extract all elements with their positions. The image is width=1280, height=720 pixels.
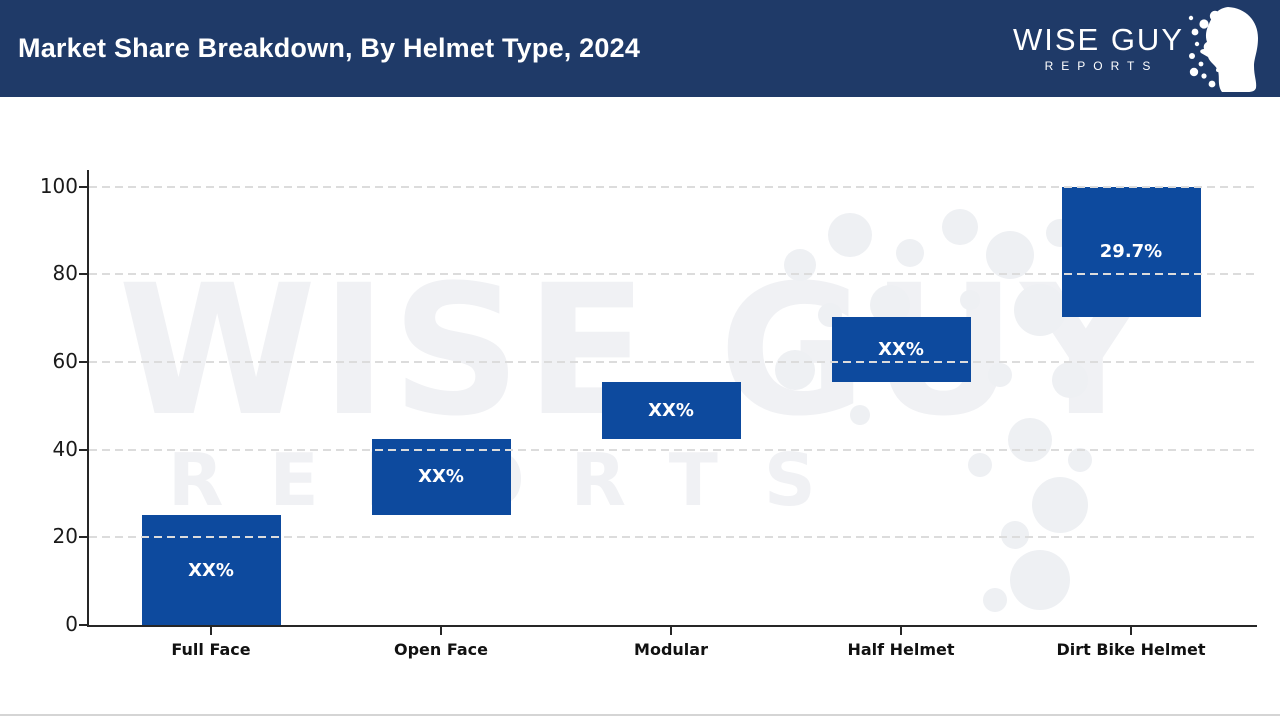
ytick-label-100: 100 [39,173,78,198]
xtick-mark-modular [670,627,672,635]
ytick-mark-40 [79,448,87,451]
ytick-label-20: 20 [52,524,78,549]
bar-label-dirt-bike-helmet: 29.7% [1099,241,1163,263]
wiseguy-logo: WISE GUY REPORTS [1013,6,1262,92]
bar-label-full-face: XX% [188,559,234,581]
ytick-label-40: 40 [52,436,78,461]
gridline-40 [89,448,1255,451]
x-axis-line [87,625,1257,627]
gridline-60 [89,360,1255,363]
xcat-label-open-face: Open Face [394,640,488,659]
ytick-mark-20 [79,536,87,539]
xcat-label-modular: Modular [634,640,708,659]
wiseguy-head-icon [1188,6,1258,92]
xtick-mark-dirt-bike-helmet [1130,627,1132,635]
y-axis-line [87,170,89,627]
bar-full-face: XX% [141,515,281,625]
bar-label-open-face: XX% [418,466,464,488]
ytick-mark-100 [79,185,87,188]
header: Market Share Breakdown, By Helmet Type, … [0,0,1280,97]
bar-open-face: XX% [371,438,511,516]
bar-label-half-helmet: XX% [878,338,924,360]
xtick-mark-half-helmet [900,627,902,635]
ytick-label-80: 80 [52,261,78,286]
gridline-80 [89,273,1255,276]
ytick-mark-60 [79,360,87,363]
xcat-label-half-helmet: Half Helmet [847,640,955,659]
xcat-label-dirt-bike-helmet: Dirt Bike Helmet [1056,640,1206,659]
xcat-label-full-face: Full Face [171,640,251,659]
logo-text: WISE GUY REPORTS [1013,24,1184,73]
bar-modular: XX% [601,381,741,439]
ytick-mark-0 [79,624,87,626]
ytick-mark-80 [79,273,87,276]
ytick-label-60: 60 [52,348,78,373]
bar-label-modular: XX% [648,399,694,421]
xtick-mark-full-face [210,627,212,635]
logo-wordmark: WISE GUY [1012,22,1184,58]
xtick-mark-open-face [440,627,442,635]
watermark-dots [775,209,1092,612]
ytick-label-0: 0 [65,612,78,636]
gridline-100 [89,185,1255,188]
bottom-rule [0,714,1280,716]
bar-half-helmet: XX% [831,316,971,382]
bar-dirt-bike-helmet: 29.7% [1061,186,1201,317]
logo-subtitle: REPORTS [1044,58,1159,73]
page-title: Market Share Breakdown, By Helmet Type, … [18,33,641,63]
gridline-20 [89,536,1255,539]
